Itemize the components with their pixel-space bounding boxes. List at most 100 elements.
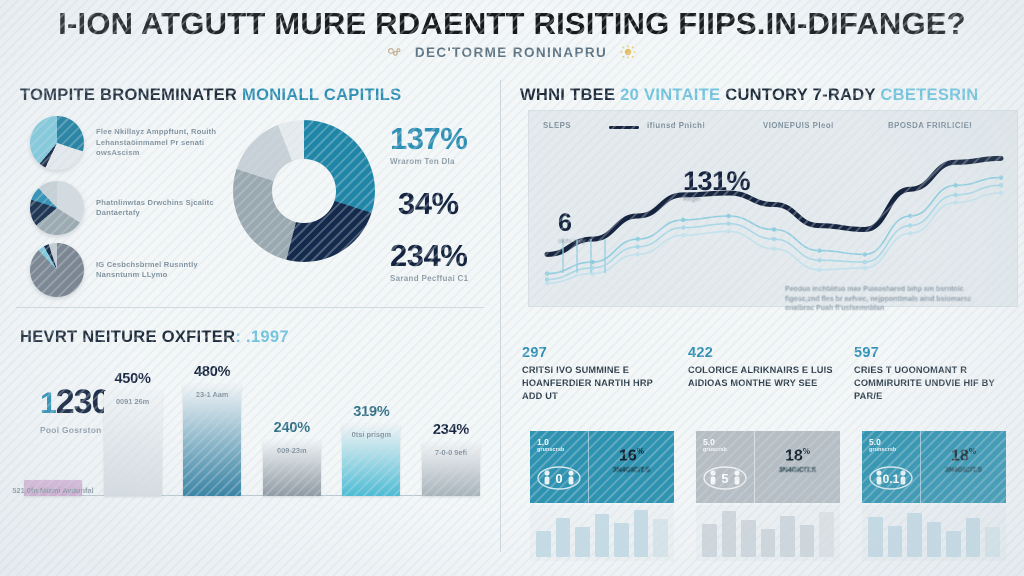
legend-item-2: ifiunsd Pnichi bbox=[647, 121, 706, 130]
line-data-point bbox=[681, 217, 686, 223]
stat-card-1-desc: CRITSI IVO SUMMINE E HOANFERDIER NARTIH … bbox=[522, 365, 653, 401]
stripe-bar bbox=[799, 525, 815, 557]
line-data-point bbox=[726, 221, 731, 226]
line-callout-1-caption: Regin bbox=[683, 196, 701, 203]
stripe-bar bbox=[946, 531, 961, 557]
bar-category-label: 009-23m bbox=[277, 446, 307, 456]
stat-card-1[interactable]: 297 CRITSI IVO SUMMINE E HOANFERDIER NAR… bbox=[522, 345, 674, 561]
pie-chart-1-label: Flee Nkillayz Amppftunt, Rouith Lehansta… bbox=[96, 127, 217, 158]
stat-card-1-small-value: 1.0 bbox=[537, 437, 549, 447]
stat-card-2-right: 18% 3N4GICIT.S bbox=[755, 431, 840, 503]
sparkle-icon bbox=[387, 46, 403, 61]
bar bbox=[103, 391, 162, 496]
line-heading-c: CUNTORY 7-RADY bbox=[725, 86, 881, 104]
stat-card-1-big-caption: 3N4GICIT.S bbox=[612, 467, 651, 474]
bar-big-callout: 1230 Pooi Gosrston Tkerci bbox=[40, 385, 131, 435]
stripe-bar bbox=[760, 529, 776, 557]
pie-chart-item-3: IG Cesbchsbrmel Rusnntly Nansntunm LLymo bbox=[30, 243, 226, 297]
pies-section-heading: TOMPITE BRONEMINATER MONIALL CAPITILS bbox=[20, 86, 401, 105]
line-callout-2-value: 6 bbox=[558, 209, 572, 237]
pie-chart-1 bbox=[30, 116, 84, 170]
bar bbox=[422, 442, 480, 496]
bar-value-label: 240% bbox=[273, 420, 310, 437]
stat-block-3: 234% Sarand Pecffuai C1 bbox=[390, 238, 468, 284]
line-callout-1-value: 131% bbox=[683, 166, 751, 196]
legend-item-3: VIONEPUIS Pleoi bbox=[763, 121, 834, 130]
bar bbox=[24, 479, 82, 496]
line-callout-2-caption: olchi naiy bbox=[558, 238, 586, 245]
bar-category-label: 521 0fn Mizmi Avdunfal bbox=[12, 485, 94, 495]
pie-chart-item-1: Flee Nkillayz Amppftunt, Rouith Lehansta… bbox=[30, 116, 226, 170]
line-data-point bbox=[817, 248, 822, 253]
bar bbox=[342, 423, 401, 496]
stat-2-value: 34% bbox=[398, 186, 459, 221]
stripe-bar bbox=[926, 522, 942, 557]
vertical-divider bbox=[500, 80, 501, 552]
stat-3-value: 234% bbox=[390, 238, 468, 273]
stat-card-1-big-value: 16 bbox=[619, 447, 637, 465]
bar-chart: 521 0fn Mizmi Avdunfal 450% 0091 26m 480% 23… bbox=[12, 352, 480, 534]
person-icon: 0.1 bbox=[866, 459, 916, 493]
stat-card-2-stripes bbox=[696, 505, 840, 561]
person-icon: 0 bbox=[534, 459, 584, 493]
stat-card-1-panel: 1.0 grunscrsb 0 16% bbox=[530, 431, 674, 503]
pies-heading-b: MONIALL bbox=[242, 86, 324, 104]
line-data-point bbox=[908, 231, 913, 236]
bar-column: 234% 7-0-0 9efi bbox=[422, 422, 480, 496]
page-title: I-ION ATGUTT MURE RDAENTT RISITING FIIPS… bbox=[58, 6, 966, 41]
stripe-bar bbox=[721, 511, 737, 557]
stripe-bar bbox=[780, 516, 795, 557]
line-chart-legend: SLEPS ifiunsd Pnichi VIONEPUIS Pleoi BPO… bbox=[543, 119, 1013, 133]
pie-chart-2 bbox=[30, 181, 84, 235]
stat-card-2-small-caption: gruscrsb bbox=[703, 447, 727, 453]
line-data-point bbox=[953, 183, 958, 188]
pies-heading-c: CAPITILS bbox=[323, 86, 402, 104]
stat-card-2[interactable]: 422 COLORICE ALRIKNAIRS E LUIS AIDIOAS M… bbox=[688, 345, 840, 561]
line-data-point bbox=[681, 233, 686, 238]
stat-card-2-big-value: 18 bbox=[785, 447, 803, 465]
stripe-bar bbox=[555, 518, 571, 557]
person-icon: 5 bbox=[700, 459, 750, 493]
stat-card-3-desc: CRIES T UOONOMANT R COMMIRURITE UNDVIE H… bbox=[854, 365, 995, 401]
horizontal-divider bbox=[16, 307, 484, 308]
stripe-bar bbox=[907, 513, 922, 557]
bar-value-label: 450% bbox=[114, 371, 151, 388]
stat-card-1-glyph-value: 0 bbox=[555, 471, 562, 486]
stat-card-3[interactable]: 597 CRIES T UOONOMANT R COMMIRURITE UNDV… bbox=[854, 345, 1006, 561]
line-data-point bbox=[862, 259, 867, 265]
line-data-point bbox=[544, 271, 550, 276]
bar-chart-baseline bbox=[24, 495, 480, 496]
stat-card-2-small: 5.0 gruscrsb bbox=[703, 437, 727, 453]
line-series-main bbox=[544, 155, 1004, 257]
stat-card-3-panel: 5.0 grunscrsb 0.1 18% bbox=[862, 431, 1006, 503]
stat-card-1-small-caption: grunscrsb bbox=[537, 447, 565, 453]
stripe-bar bbox=[614, 523, 629, 557]
line-data-point bbox=[998, 175, 1004, 180]
bar-category-label: 0091 26m bbox=[115, 397, 150, 407]
stripe-bar bbox=[653, 519, 669, 557]
line-data-point bbox=[726, 213, 731, 219]
line-data-point bbox=[635, 252, 640, 257]
stripe-bar bbox=[633, 510, 649, 557]
line-data-point bbox=[817, 267, 822, 272]
line-data-point bbox=[544, 277, 550, 282]
line-data-point bbox=[635, 244, 640, 249]
line-heading-d: CBETESRIN bbox=[880, 86, 979, 104]
legend-item-1: SLEPS bbox=[543, 121, 572, 130]
line-data-point bbox=[862, 252, 867, 257]
donut-chart bbox=[233, 120, 375, 262]
bar-category-label: 0tsi prisgm bbox=[351, 429, 392, 439]
stat-card-2-left: 5.0 gruscrsb 5 bbox=[696, 431, 755, 503]
stripe-bar bbox=[594, 514, 610, 557]
line-data-point bbox=[726, 229, 731, 234]
bar bbox=[183, 384, 242, 496]
stat-card-1-key: 297 bbox=[522, 345, 548, 361]
line-data-point bbox=[771, 236, 777, 242]
line-callout-2: 6 olchi naiy bbox=[558, 209, 586, 246]
line-data-point bbox=[953, 200, 958, 205]
stat-card-2-key: 422 bbox=[688, 345, 714, 361]
line-data-point bbox=[771, 246, 777, 251]
page-subtitle-text: DEC'TORME RONINAPRU bbox=[414, 45, 608, 61]
stat-card-2-glyph-value: 5 bbox=[721, 471, 728, 486]
line-data-point bbox=[908, 213, 913, 219]
